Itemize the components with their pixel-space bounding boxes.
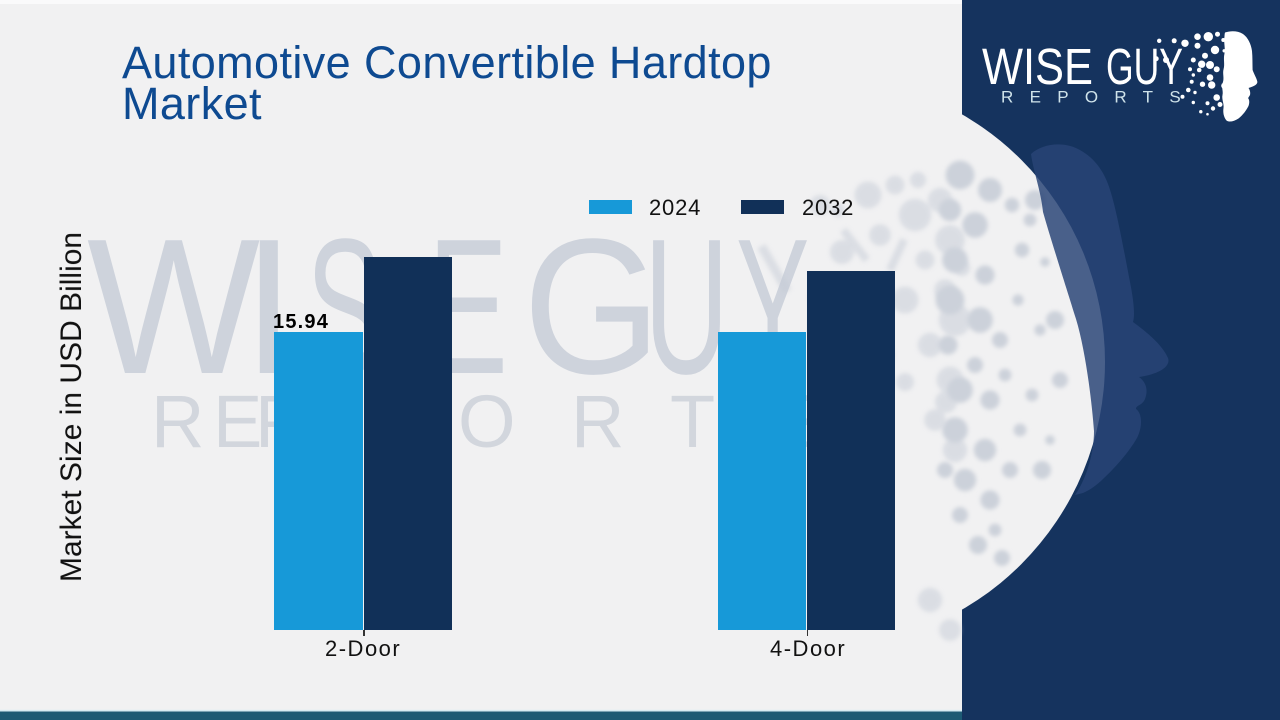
svg-text:REPORTS: REPORTS [1001,88,1197,107]
svg-text:R: R [571,380,624,463]
svg-text:T: T [670,380,715,463]
svg-text:WISE: WISE [982,38,1093,95]
svg-text:E: E [213,380,262,463]
svg-text:GUY: GUY [1106,38,1183,95]
svg-text:W: W [87,199,260,414]
svg-text:G: G [523,199,661,414]
svg-text:R: R [151,380,204,463]
svg-text:U: U [644,198,729,414]
svg-text:O: O [458,380,516,463]
